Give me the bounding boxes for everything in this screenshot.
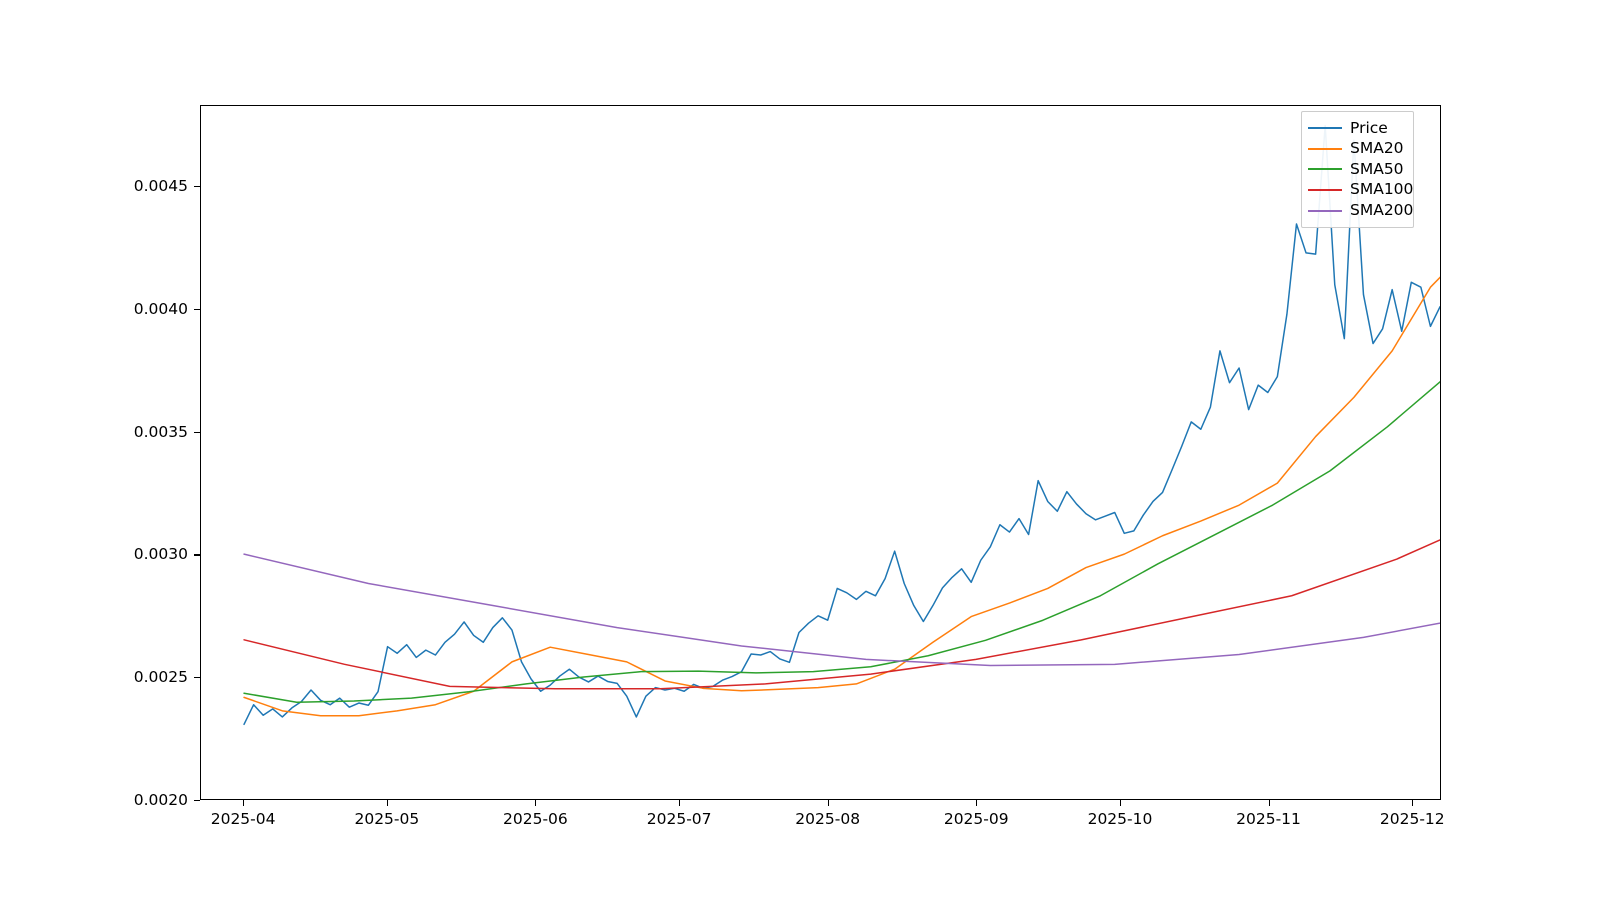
chart-lines xyxy=(201,106,1440,799)
x-tick-mark xyxy=(243,800,245,806)
legend-label: SMA200 xyxy=(1350,200,1414,219)
legend-label: SMA50 xyxy=(1350,159,1404,178)
x-tick-label: 2025-10 xyxy=(1087,810,1153,828)
legend-swatch-sma100 xyxy=(1308,189,1342,192)
legend-label: SMA100 xyxy=(1350,180,1414,199)
legend-swatch-sma200 xyxy=(1308,209,1342,212)
legend-item-sma50[interactable]: SMA50 xyxy=(1308,159,1405,180)
x-tick-label: 2025-07 xyxy=(646,810,712,828)
x-tick-mark xyxy=(976,800,978,806)
legend-swatch-sma50 xyxy=(1308,168,1342,171)
y-tick-mark xyxy=(194,677,200,679)
x-tick-mark xyxy=(827,800,829,806)
y-tick-mark xyxy=(194,186,200,188)
series-line-price xyxy=(244,126,1440,725)
x-tick-label: 2025-05 xyxy=(354,810,420,828)
x-tick-label: 2025-11 xyxy=(1236,810,1301,828)
legend-swatch-sma20 xyxy=(1308,147,1342,150)
x-tick-label: 2025-12 xyxy=(1379,810,1445,828)
y-tick-label: 0.0030 xyxy=(133,545,188,564)
series-line-sma20 xyxy=(244,248,1440,716)
legend-item-sma20[interactable]: SMA20 xyxy=(1308,139,1405,160)
y-tick-label: 0.0020 xyxy=(133,791,188,809)
chart-legend: Price SMA20 SMA50 SMA100 SMA200 xyxy=(1301,111,1414,228)
legend-label: SMA20 xyxy=(1350,139,1404,158)
x-tick-mark xyxy=(679,800,681,806)
x-tick-label: 2025-08 xyxy=(795,810,861,828)
x-tick-label: 2025-06 xyxy=(503,810,568,828)
y-tick-label: 0.0040 xyxy=(133,299,188,318)
series-line-sma100 xyxy=(244,527,1440,689)
legend-item-sma100[interactable]: SMA100 xyxy=(1308,180,1413,201)
series-line-sma200 xyxy=(244,554,1440,665)
series-line-sma50 xyxy=(244,346,1440,702)
y-tick-mark xyxy=(194,554,200,556)
x-tick-mark xyxy=(1268,800,1270,806)
y-tick-mark xyxy=(194,308,200,310)
y-tick-label: 0.0045 xyxy=(133,177,188,196)
x-tick-label: 2025-04 xyxy=(210,810,276,828)
legend-item-price[interactable]: Price xyxy=(1308,118,1405,139)
legend-swatch-price xyxy=(1308,127,1342,130)
y-tick-mark xyxy=(194,800,200,802)
x-tick-label: 2025-09 xyxy=(943,810,1009,828)
plot-area xyxy=(200,105,1441,800)
y-tick-label: 0.0025 xyxy=(133,668,188,687)
legend-label: Price xyxy=(1350,118,1388,137)
x-tick-mark xyxy=(1412,800,1414,806)
legend-item-sma200[interactable]: SMA200 xyxy=(1308,200,1413,221)
x-tick-mark xyxy=(535,800,537,806)
x-tick-mark xyxy=(386,800,388,806)
x-tick-mark xyxy=(1119,800,1122,806)
y-tick-mark xyxy=(194,431,200,433)
y-tick-label: 0.0035 xyxy=(133,422,188,441)
